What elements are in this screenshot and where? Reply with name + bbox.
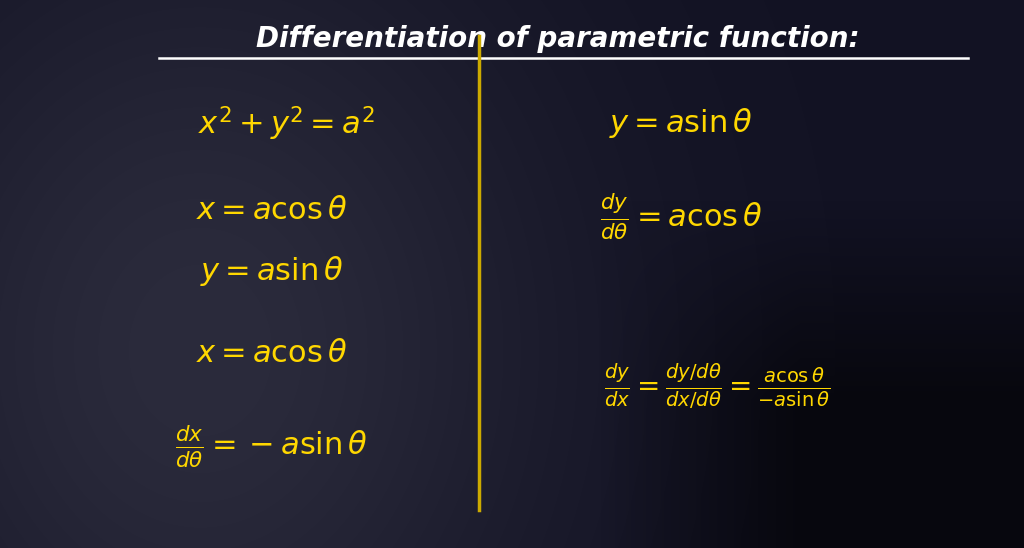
Text: $x^2+y^2=a^2$: $x^2+y^2=a^2$ bbox=[199, 104, 375, 142]
Text: $x = a\cos\theta$: $x = a\cos\theta$ bbox=[196, 196, 347, 226]
Text: $y = a\sin\theta$: $y = a\sin\theta$ bbox=[200, 254, 343, 288]
Text: $\frac{dx}{d\theta}=-a\sin\theta$: $\frac{dx}{d\theta}=-a\sin\theta$ bbox=[175, 424, 368, 470]
Text: Differentiation of parametric function:: Differentiation of parametric function: bbox=[256, 25, 860, 53]
Text: $\frac{dy}{dx}=\frac{dy/d\theta}{dx/d\theta}=\frac{a\cos\theta}{-a\sin\theta}$: $\frac{dy}{dx}=\frac{dy/d\theta}{dx/d\th… bbox=[603, 362, 830, 411]
Text: $x = a\cos\theta$: $x = a\cos\theta$ bbox=[196, 338, 347, 369]
Text: $\frac{dy}{d\theta}=a\cos\theta$: $\frac{dy}{d\theta}=a\cos\theta$ bbox=[599, 191, 763, 242]
Text: $y = a\sin\theta$: $y = a\sin\theta$ bbox=[609, 106, 753, 140]
